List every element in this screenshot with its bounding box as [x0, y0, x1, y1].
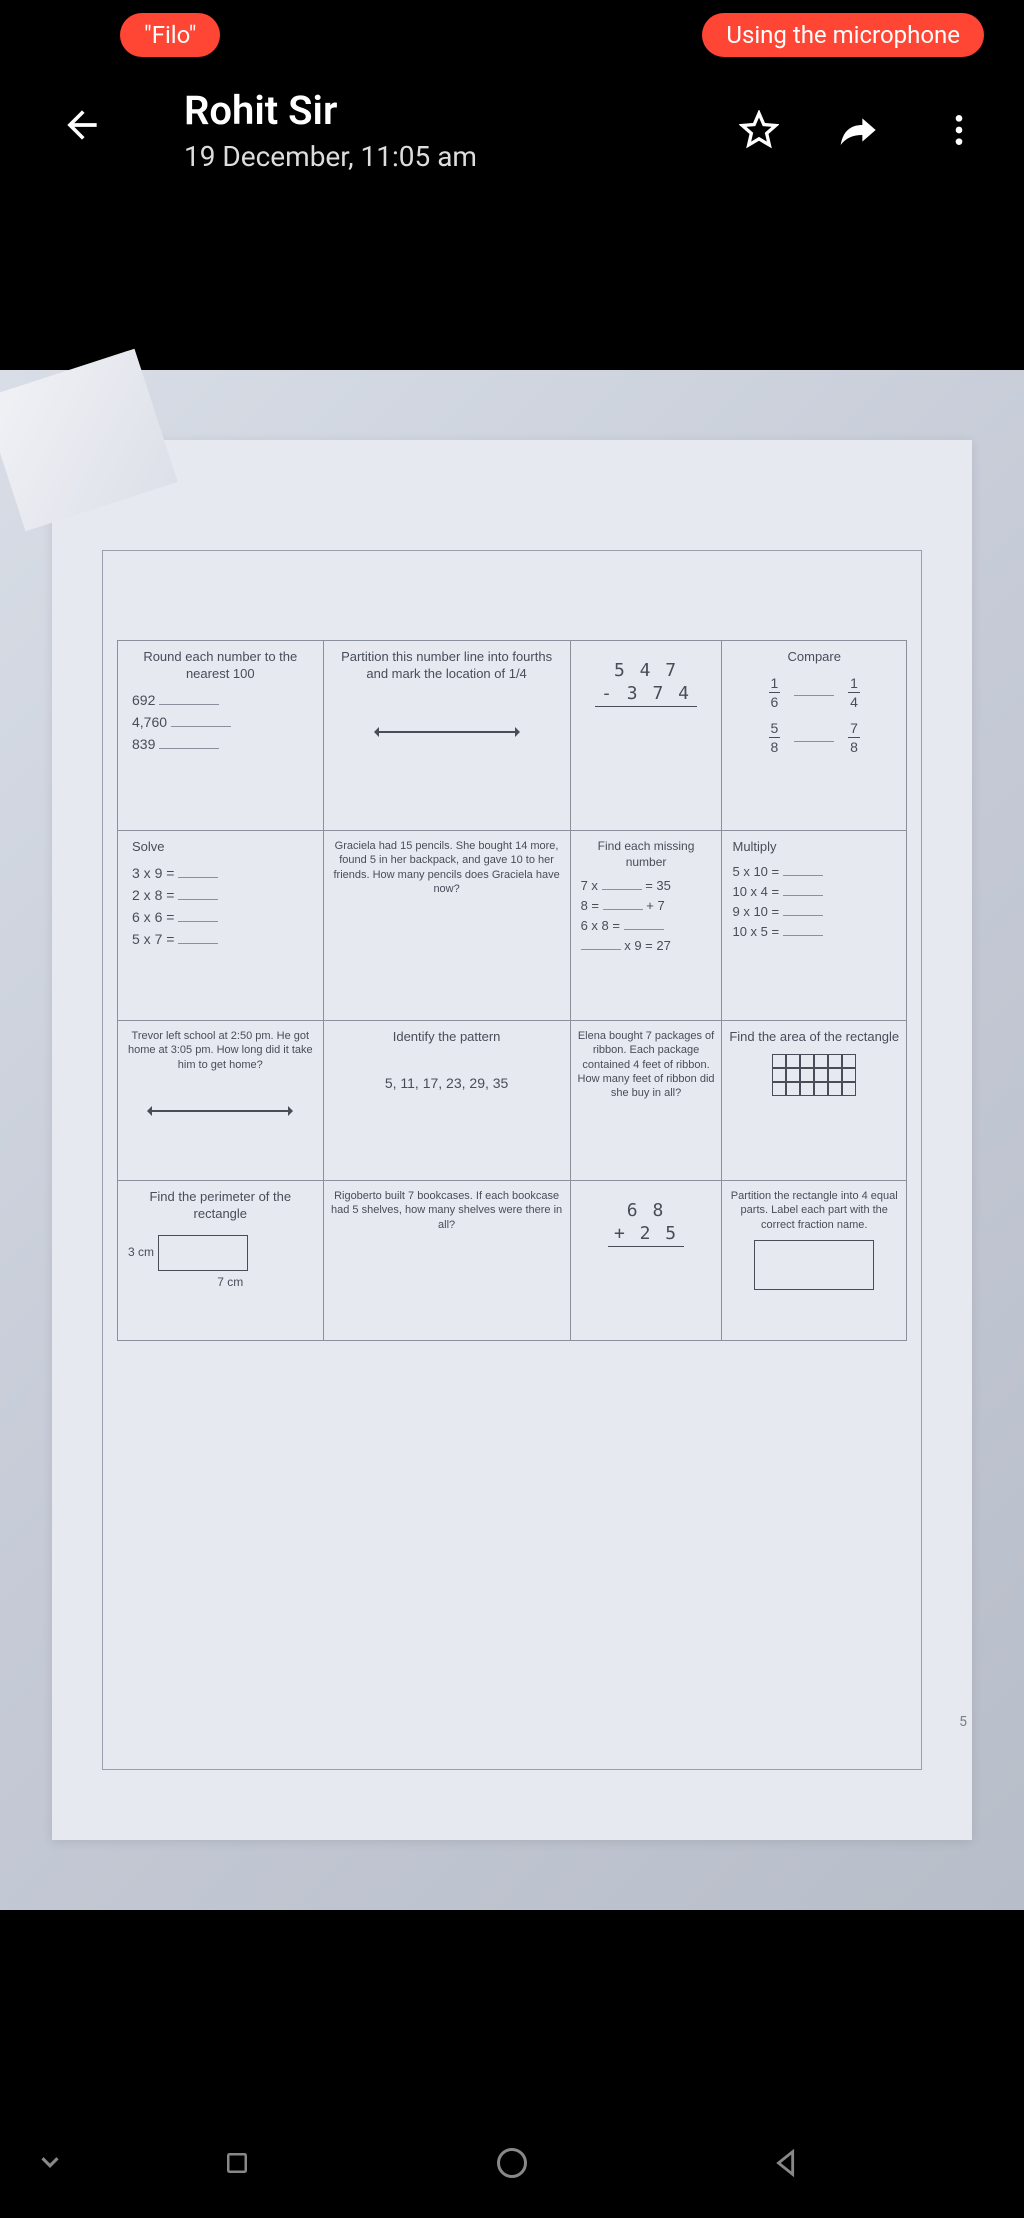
page-subtitle: 19 December, 11:05 am [184, 140, 694, 173]
cell-compare: Compare 16 14 58 78 [722, 641, 907, 831]
status-bar: "Filo" Using the microphone [0, 0, 1024, 70]
cell-rigoberto: Rigoberto built 7 bookcases. If each boo… [323, 1181, 570, 1341]
status-pill-mic: Using the microphone [702, 13, 984, 57]
cell-multiply: Multiply 5 x 10 = 10 x 4 = 9 x 10 = 10 x… [722, 831, 907, 1021]
worksheet-table: Round each number to the nearest 100 692… [117, 640, 907, 1341]
more-button[interactable] [934, 105, 984, 155]
home-button[interactable] [489, 2140, 535, 2186]
cell-pattern: Identify the pattern 5, 11, 17, 23, 29, … [323, 1021, 570, 1181]
nav-bar [0, 2108, 1024, 2218]
number-line-icon [377, 731, 517, 733]
cell-partition-line: Partition this number line into fourths … [323, 641, 570, 831]
cell-solve: Solve 3 x 9 = 2 x 8 = 6 x 6 = 5 x 7 = [118, 831, 324, 1021]
title-block: Rohit Sir 19 December, 11:05 am [184, 87, 694, 173]
header: Rohit Sir 19 December, 11:05 am [0, 70, 1024, 190]
status-pill-filo: "Filo" [120, 13, 220, 57]
back-button[interactable] [60, 103, 104, 158]
cell-partition-rect: Partition the rectangle into 4 equal par… [722, 1181, 907, 1341]
page-title: Rohit Sir [184, 87, 694, 134]
recents-button[interactable] [214, 2140, 260, 2186]
worksheet-paper: 5 Round each number to the nearest 100 6… [52, 440, 972, 1840]
cell-trevor: Trevor left school at 2:50 pm. He got ho… [118, 1021, 324, 1181]
cell-perimeter: Find the perimeter of the rectangle 3 cm… [118, 1181, 324, 1341]
photo-viewport[interactable]: 5 Round each number to the nearest 100 6… [0, 370, 1024, 1910]
cell-add: 6 8 + 2 5 [570, 1181, 722, 1341]
cell-missing: Find each missing number 7 x = 35 8 = + … [570, 831, 722, 1021]
share-button[interactable] [834, 105, 884, 155]
back-nav-button[interactable] [764, 2140, 810, 2186]
grid-icon [772, 1054, 856, 1096]
cell-area: Find the area of the rectangle [722, 1021, 907, 1181]
star-button[interactable] [734, 105, 784, 155]
number-line-icon [150, 1110, 290, 1112]
cell-graciela: Graciela had 15 pencils. She bought 14 m… [323, 831, 570, 1021]
cell-elena: Elena bought 7 packages of ribbon. Each … [570, 1021, 722, 1181]
cell-subtract: 5 4 7 - 3 7 4 [570, 641, 722, 831]
page-number: 5 [959, 1714, 967, 1730]
cell-round: Round each number to the nearest 100 692… [118, 641, 324, 831]
